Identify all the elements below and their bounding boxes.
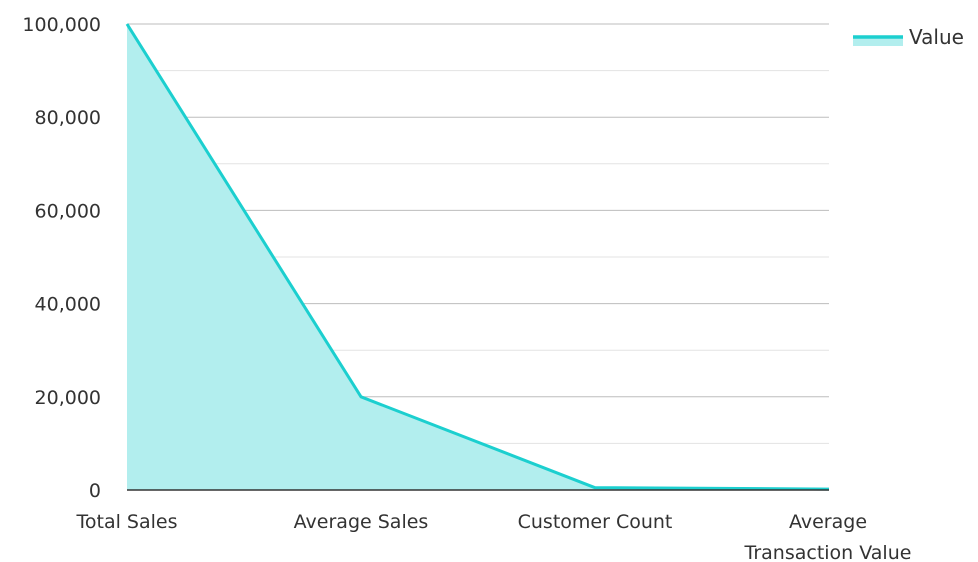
x-category-label-line: Customer Count — [518, 511, 673, 533]
y-tick-label: 20,000 — [35, 387, 101, 409]
y-tick-label: 60,000 — [35, 200, 101, 222]
x-category-label: Average Transaction Value — [744, 511, 912, 562]
x-category-label-line: Average — [789, 511, 867, 533]
x-category-label: Customer Count — [518, 511, 673, 533]
legend-label-value: Value — [909, 25, 964, 49]
y-tick-label: 0 — [89, 480, 101, 502]
x-axis-categories: Total Sales Average Sales Customer Count Av… — [76, 511, 912, 562]
legend: Value — [853, 25, 964, 49]
plot-area — [125, 23, 830, 491]
y-tick-label: 40,000 — [35, 294, 101, 316]
x-category-label-line: Transaction Value — [744, 542, 912, 562]
x-category-label: Total Sales — [76, 511, 178, 533]
x-category-label: Average Sales — [294, 511, 429, 533]
x-category-label-line: Total Sales — [76, 511, 178, 533]
series-area-fill — [127, 24, 829, 490]
series-line-value — [125, 23, 830, 491]
x-category-label-line: Average Sales — [294, 511, 429, 533]
legend-swatch-fill — [853, 37, 903, 46]
y-axis-ticks: 0 20,000 40,000 60,000 80,000 100,000 — [22, 14, 101, 502]
y-tick-label: 80,000 — [35, 107, 101, 129]
y-tick-label: 100,000 — [22, 14, 101, 36]
